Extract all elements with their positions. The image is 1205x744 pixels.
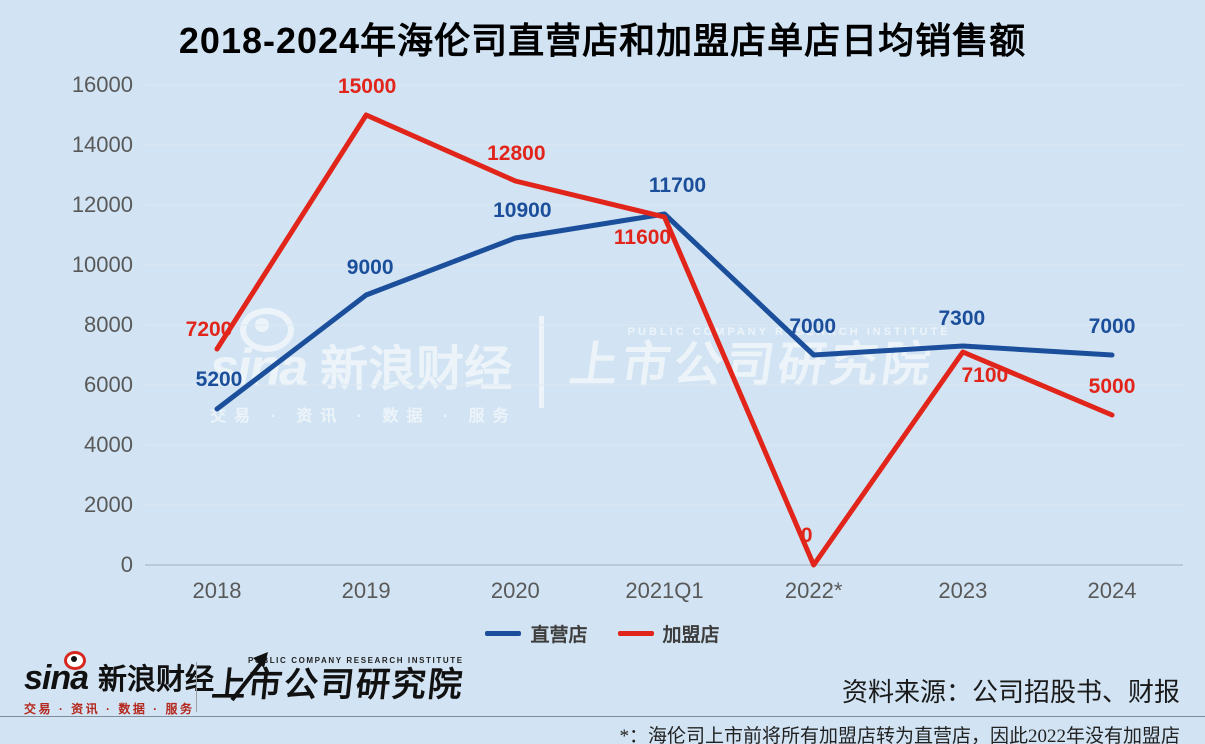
institute-logo: PUBLIC COMPANY RESEARCH INSTITUTE 上市公司研究…	[210, 652, 466, 704]
sina-tagline: 交易 · 资讯 · 数据 · 服务	[24, 702, 195, 716]
legend-marker-direct	[485, 631, 522, 636]
data-label-franchise: 7200	[185, 318, 233, 341]
data-label-franchise: 5000	[1088, 375, 1136, 398]
sina-finance-logo: sina 新浪财经 交易 · 资讯 · 数据 · 服务	[24, 651, 215, 717]
legend-label-direct: 直营店	[530, 625, 588, 646]
x-axis-tick-label: 2020	[490, 578, 540, 603]
legend-label-franchise: 加盟店	[662, 625, 720, 646]
data-label-direct: 10900	[493, 199, 552, 222]
x-axis-tick-label: 2024	[1087, 578, 1137, 603]
data-source: 资料来源：公司招股书、财报	[841, 677, 1180, 707]
chart-legend: 直营店 加盟店	[0, 620, 1205, 647]
y-axis-tick-label: 8000	[84, 312, 133, 337]
divider-line	[0, 716, 1205, 717]
y-axis-tick-label: 12000	[71, 192, 133, 217]
sina-eye-pupil-icon	[71, 656, 77, 662]
legend-item-direct: 直营店	[485, 620, 588, 647]
y-axis-tick-label: 0	[120, 552, 133, 577]
x-axis-tick-label: 2019	[341, 578, 391, 603]
x-axis-tick-label: 2021Q1	[625, 578, 704, 603]
data-label-direct: 7000	[789, 315, 837, 338]
series-line-direct	[214, 211, 1115, 412]
data-label-direct: 5200	[195, 368, 243, 391]
x-axis-tick-label: 2023	[938, 578, 988, 603]
y-axis-tick-label: 4000	[84, 432, 133, 457]
sina-brand-text: 新浪财经	[98, 664, 215, 696]
y-axis-tick-label: 14000	[71, 132, 133, 157]
sina-eye-icon	[64, 651, 86, 670]
data-label-direct: 7000	[1088, 315, 1136, 338]
series-line-franchise	[214, 112, 1115, 568]
y-axis-tick-label: 6000	[84, 372, 133, 397]
legend-item-franchise: 加盟店	[617, 620, 720, 647]
y-axis-tick-label: 16000	[71, 72, 133, 97]
footnote: *：海伦司上市前将所有加盟店转为直营店，因此2022年没有加盟店	[619, 726, 1180, 744]
data-label-franchise: 15000	[337, 75, 397, 98]
data-label-franchise: 12800	[487, 142, 546, 165]
data-label-direct: 9000	[346, 256, 394, 279]
data-label-direct: 7300	[938, 307, 986, 330]
data-label-franchise: 11600	[613, 226, 672, 249]
institute-logo-en: PUBLIC COMPANY RESEARCH INSTITUTE	[248, 656, 464, 665]
x-axis-tick-label: 2022*	[784, 578, 843, 603]
data-label-direct: 11700	[648, 174, 707, 197]
y-axis-tick-label: 10000	[71, 252, 133, 277]
arrow-icon	[230, 652, 268, 702]
chart-title: 2018-2024年海伦司直营店和加盟店单店日均销售额	[178, 20, 1027, 61]
y-axis-tick-label: 2000	[84, 492, 133, 517]
data-label-franchise: 7100	[961, 364, 1009, 387]
footer-logo-divider	[196, 662, 197, 712]
data-label-franchise: 0	[800, 524, 813, 547]
x-axis-tick-label: 2018	[192, 578, 242, 603]
legend-marker-franchise	[617, 631, 654, 636]
